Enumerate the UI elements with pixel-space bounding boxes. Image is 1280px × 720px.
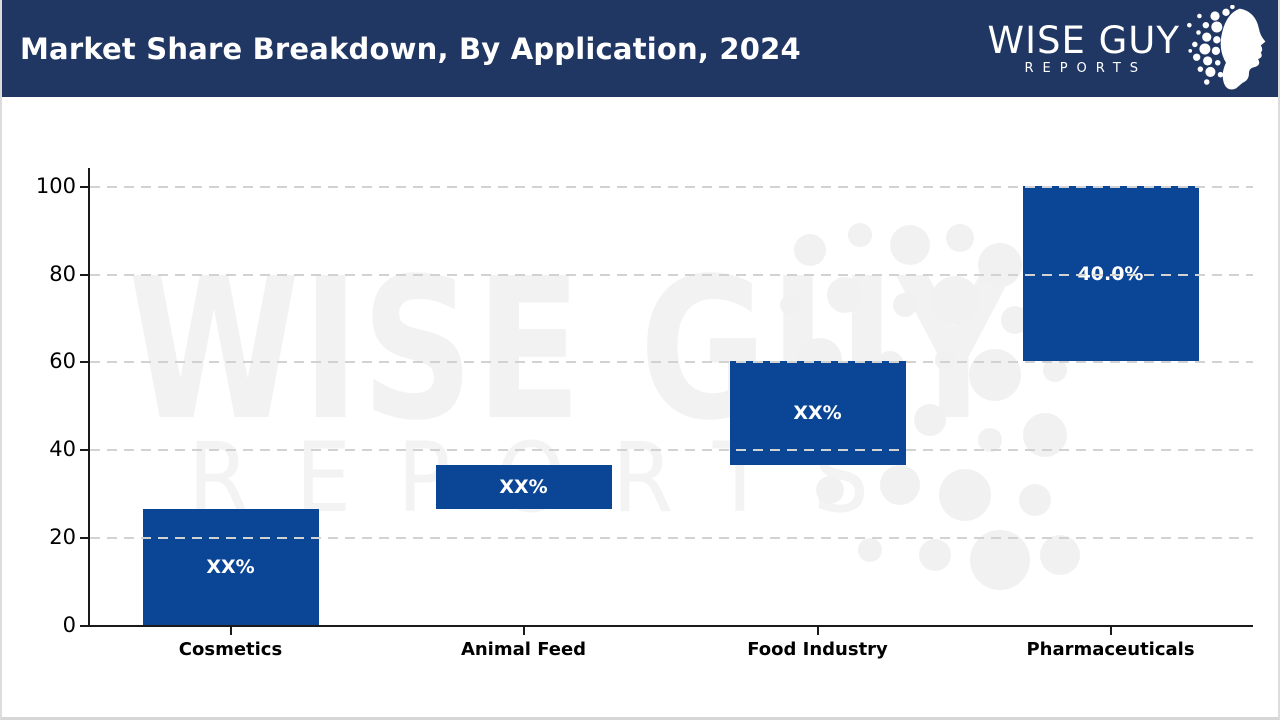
brand-face-icon <box>1187 4 1266 90</box>
y-tick-label: 60 <box>49 349 76 374</box>
y-tick-label: 40 <box>49 437 76 462</box>
chart-title: Market Share Breakdown, By Application, … <box>20 31 801 66</box>
y-tick <box>80 361 88 364</box>
y-tick <box>80 273 88 276</box>
gridline <box>90 185 1253 188</box>
gridline <box>90 273 1253 276</box>
header-bar: Market Share Breakdown, By Application, … <box>0 0 1280 97</box>
brand-logo: WISE GUY REPORTS <box>988 0 1270 97</box>
gridline <box>90 449 1253 452</box>
y-tick-label: 20 <box>49 525 76 550</box>
bar-cosmetics: XX% <box>142 508 319 625</box>
x-category-label: Pharmaceuticals <box>1026 639 1195 660</box>
brand-logo-text: WISE GUY REPORTS <box>988 22 1180 75</box>
x-category-label: Animal Feed <box>460 639 587 660</box>
y-tick-label: 80 <box>49 261 76 286</box>
bar-animal-feed: XX% <box>435 464 612 509</box>
x-tick <box>229 627 232 635</box>
bar-food-industry: XX% <box>729 361 906 465</box>
x-category-label: Food Industry <box>747 639 888 660</box>
y-tick-label: 0 <box>62 613 76 637</box>
x-tick <box>1109 627 1112 635</box>
y-tick-label: 100 <box>35 173 76 198</box>
gridline <box>90 537 1253 540</box>
bar-value-label: XX% <box>499 475 548 498</box>
x-category-label: Cosmetics <box>178 639 283 660</box>
y-axis-spine <box>88 168 90 627</box>
brand-name: WISE GUY <box>987 19 1180 62</box>
y-tick <box>80 185 88 188</box>
x-axis-spine <box>88 625 1253 627</box>
brand-subtitle: REPORTS <box>1024 61 1148 76</box>
y-tick <box>80 625 88 627</box>
bar-value-label: XX% <box>206 555 255 578</box>
x-tick <box>522 627 525 635</box>
bar-value-label: XX% <box>793 402 842 425</box>
x-tick <box>816 627 819 635</box>
gridline <box>90 361 1253 364</box>
y-tick <box>80 449 88 452</box>
y-tick <box>80 537 88 540</box>
